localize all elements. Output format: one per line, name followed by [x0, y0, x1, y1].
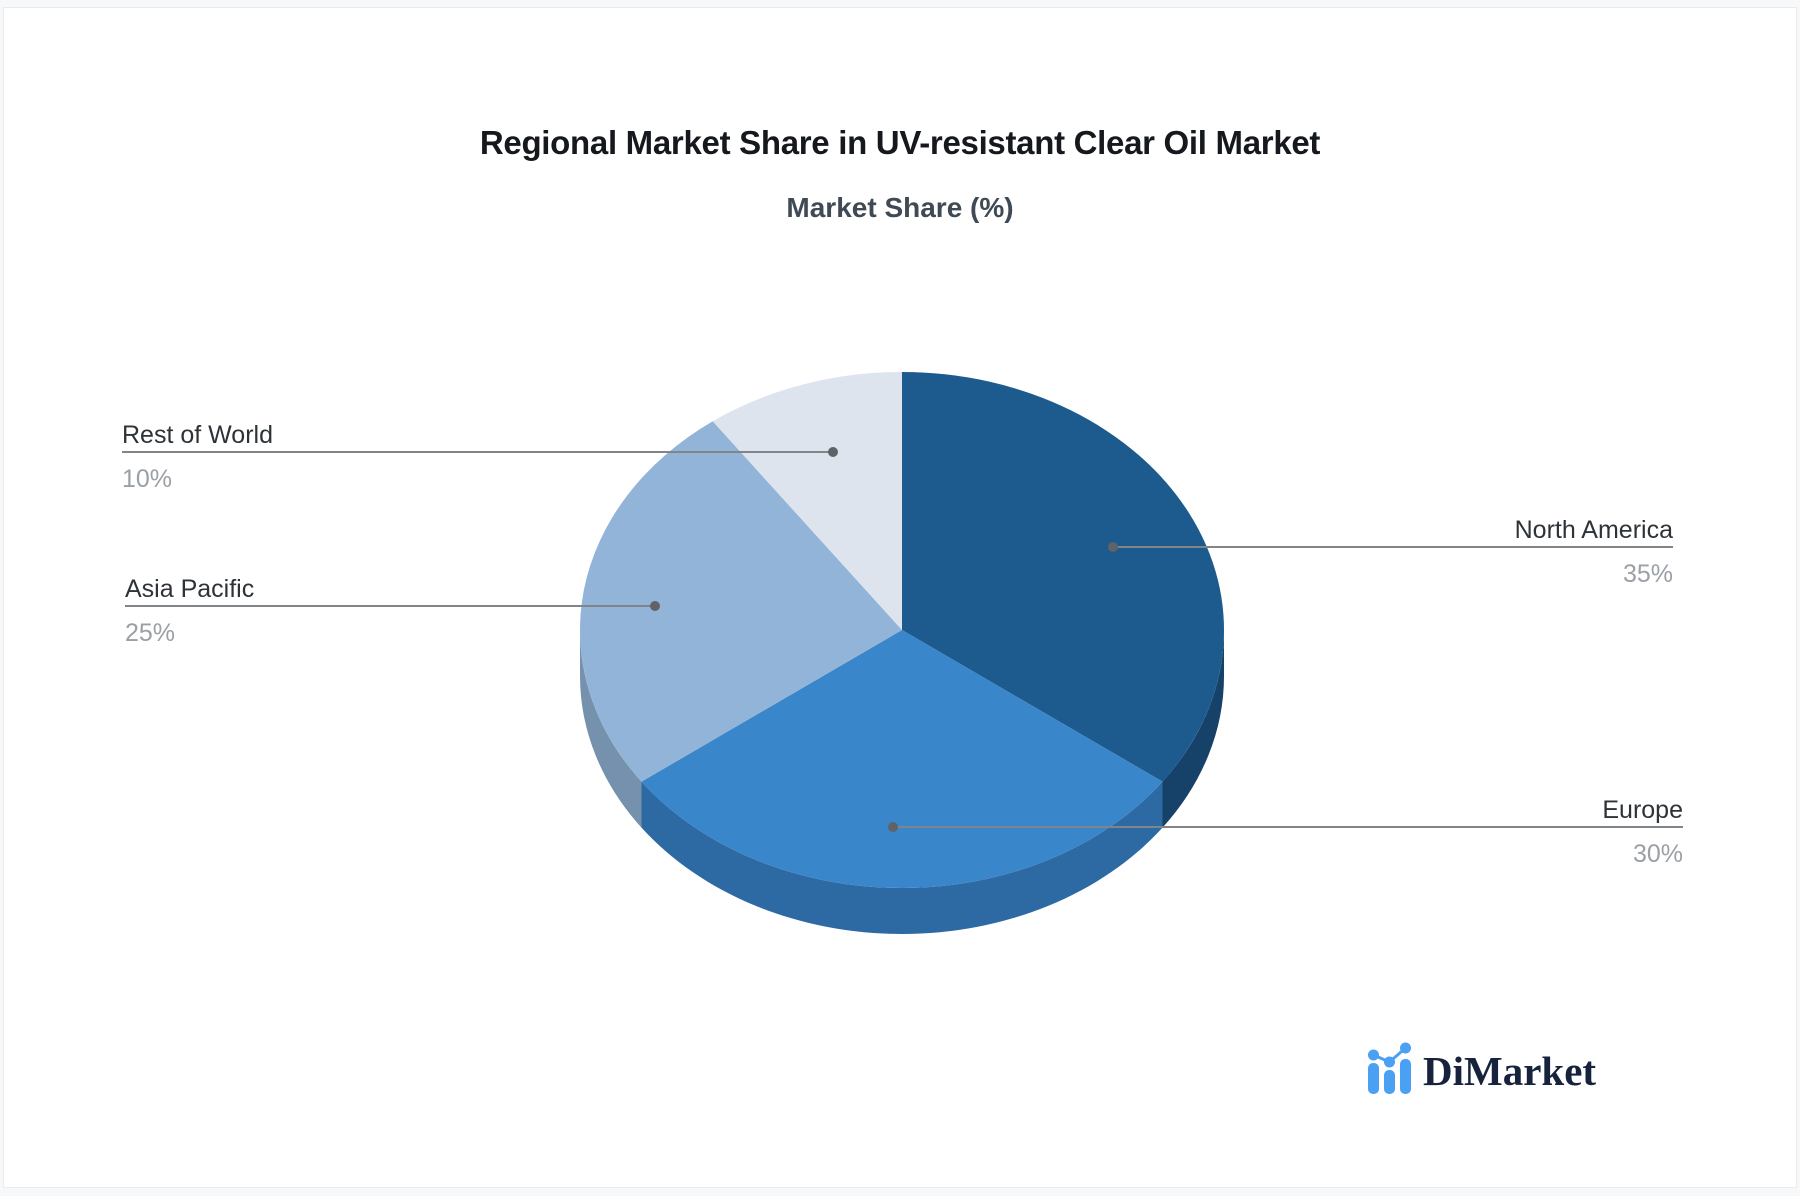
slice-percent-asia-pacific: 25%	[125, 619, 175, 647]
pie-slice-side-asia-pacific	[580, 630, 642, 828]
pie-slice-north-america[interactable]	[902, 372, 1224, 782]
brand-logo-text: DiMarket	[1423, 1047, 1597, 1094]
slice-percent-north-america: 35%	[1623, 560, 1673, 588]
pie-slice-side-europe	[641, 781, 1163, 934]
label-dot-europe	[888, 822, 898, 832]
pie-slice-side-north-america	[1162, 630, 1224, 828]
bar-chart-sparkline-icon	[1368, 1042, 1411, 1094]
brand-logo: DiMarket	[1366, 1042, 1596, 1094]
slice-percent-rest-of-world: 10%	[122, 465, 172, 493]
pie-slice-rest-of-world[interactable]	[712, 372, 902, 630]
label-dot-rest-of-world	[828, 447, 838, 457]
slice-percent-europe: 30%	[1633, 840, 1683, 868]
pie-slice-asia-pacific[interactable]	[580, 421, 902, 782]
pie-slice-europe[interactable]	[641, 630, 1163, 888]
slice-label-north-america: North America	[1515, 516, 1673, 544]
slice-label-asia-pacific: Asia Pacific	[125, 575, 254, 603]
label-dot-asia-pacific	[650, 601, 660, 611]
label-dot-north-america	[1108, 542, 1118, 552]
chart-title: Regional Market Share in UV-resistant Cl…	[479, 124, 1321, 161]
chart-subtitle: Market Share (%)	[786, 192, 1014, 223]
slice-label-rest-of-world: Rest of World	[122, 421, 273, 449]
slice-label-europe: Europe	[1602, 796, 1683, 824]
